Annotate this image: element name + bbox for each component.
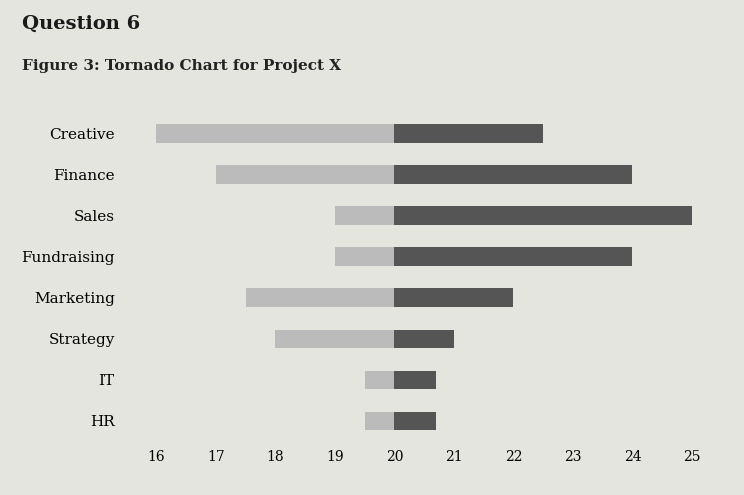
Bar — [365, 371, 394, 389]
Bar — [365, 412, 394, 430]
Bar — [335, 206, 394, 225]
Bar — [394, 289, 513, 307]
Bar — [394, 165, 632, 184]
Bar — [335, 248, 394, 266]
Bar — [394, 124, 543, 143]
Bar — [394, 412, 436, 430]
Bar — [246, 289, 394, 307]
Bar — [394, 206, 692, 225]
Text: Question 6: Question 6 — [22, 15, 141, 33]
Bar — [394, 371, 436, 389]
Bar — [394, 330, 454, 348]
Bar — [156, 124, 394, 143]
Bar — [216, 165, 394, 184]
Bar — [275, 330, 394, 348]
Text: Figure 3: Tornado Chart for Project X: Figure 3: Tornado Chart for Project X — [22, 59, 341, 73]
Bar — [394, 248, 632, 266]
